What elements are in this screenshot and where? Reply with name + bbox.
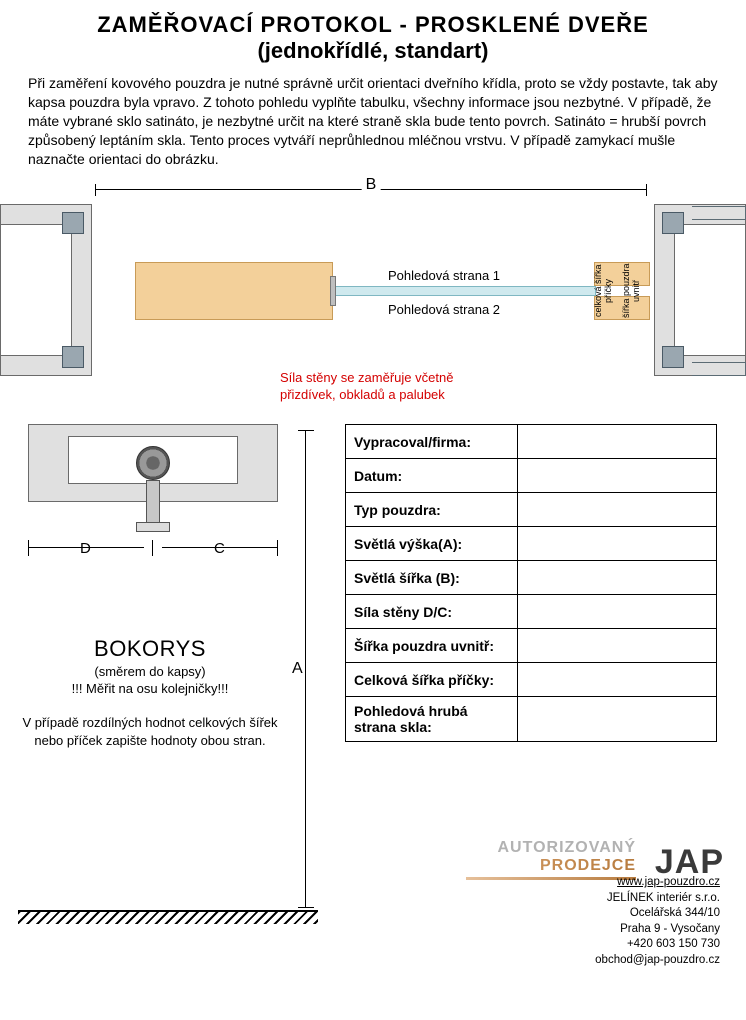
lower-section: D C BOKORYS (směrem do kapsy) !!! Měřit … (0, 406, 746, 986)
table-value-5[interactable] (518, 595, 717, 629)
dimension-a: A (296, 430, 316, 908)
wall-left-inner (0, 224, 72, 356)
side-label-2: Pohledová strana 2 (388, 302, 500, 317)
red-note-l2: přizdívek, obkladů a palubek (280, 387, 453, 403)
red-note: Síla stěny se zaměřuje včetně přizdívek,… (280, 370, 453, 403)
lug-bottom-left (62, 346, 84, 368)
lug-top-right (662, 212, 684, 234)
auth-line1: AUTORIZOVANÝ (466, 839, 636, 857)
table-label-6: Šířka pouzdra uvnitř: (346, 629, 518, 663)
table-label-8: Pohledová hrubá strana skla: (346, 697, 518, 742)
bokorys-sub: (směrem do kapsy) (20, 664, 280, 679)
footer-street: Ocelářská 344/10 (595, 906, 720, 922)
table-value-8[interactable] (518, 697, 717, 742)
page-title: ZAMĚŘOVACÍ PROTOKOL - PROSKLENÉ DVEŘE (0, 0, 746, 38)
hook-bottom (692, 362, 746, 376)
dimension-d-label: D (80, 540, 91, 557)
glass-panel (333, 286, 596, 296)
authorized-badge: AUTORIZOVANÝ PRODEJCE (466, 839, 636, 880)
dimension-dc: D C (28, 536, 278, 562)
table-label-7: Celková šířka příčky: (346, 663, 518, 697)
footer-company: JELÍNEK interiér s.r.o. (595, 891, 720, 907)
auth-line2: PRODEJCE (466, 857, 636, 875)
intro-paragraph: Při zaměření kovového pouzdra je nutné s… (0, 70, 746, 176)
top-diagram: B Pohledová strana 1 Pohledová strana 2 … (0, 176, 746, 406)
table-value-2[interactable] (518, 493, 717, 527)
right-annotation: celková šířka příčky šířka pouzdra uvnit… (588, 262, 648, 320)
dimension-a-label: A (292, 658, 303, 680)
footer-email: obchod@jap-pouzdro.cz (595, 953, 720, 969)
table-label-2: Typ pouzdra: (346, 493, 518, 527)
table-label-0: Vypracoval/firma: (346, 425, 518, 459)
table-label-1: Datum: (346, 459, 518, 493)
wall-right-inner (674, 224, 746, 356)
lug-bottom-right (662, 346, 684, 368)
table-label-5: Síla stěny D/C: (346, 595, 518, 629)
table-label-4: Světlá šířka (B): (346, 561, 518, 595)
table-value-4[interactable] (518, 561, 717, 595)
footer-url: www.jap-pouzdro.cz (595, 875, 720, 891)
hanger-foot (136, 522, 170, 532)
pocket-left (135, 262, 333, 320)
rail-section-diagram (28, 424, 278, 544)
hook-top (692, 206, 746, 220)
table-value-3[interactable] (518, 527, 717, 561)
dimension-c-label: C (214, 540, 225, 557)
table-label-3: Světlá výška(A): (346, 527, 518, 561)
table-value-1[interactable] (518, 459, 717, 493)
lug-top-left (62, 212, 84, 234)
footer-phone: +420 603 150 730 (595, 937, 720, 953)
table-value-6[interactable] (518, 629, 717, 663)
footer-city: Praha 9 - Vysočany (595, 922, 720, 938)
dimension-b: B (95, 184, 647, 196)
dimension-b-label: B (362, 176, 381, 194)
bokorys-block: BOKORYS (směrem do kapsy) !!! Měřit na o… (20, 636, 280, 749)
red-note-l1: Síla stěny se zaměřuje včetně (280, 370, 453, 386)
bokorys-title: BOKORYS (20, 636, 280, 662)
bokorys-warn: !!! Měřit na osu kolejničky!!! (20, 681, 280, 696)
bokorys-para: V případě rozdílných hodnot celkových ší… (20, 714, 280, 749)
annot-inner-width: šířka pouzdra uvnitř (618, 262, 644, 320)
floor-hatch (18, 910, 318, 924)
side-label-1: Pohledová strana 1 (388, 268, 500, 283)
annot-total-width: celková šířka příčky (590, 262, 616, 320)
info-table: Vypracoval/firma: Datum: Typ pouzdra: Sv… (345, 424, 717, 742)
table-value-7[interactable] (518, 663, 717, 697)
page-subtitle: (jednokřídlé, standart) (0, 38, 746, 70)
footer-contact: www.jap-pouzdro.cz JELÍNEK interiér s.r.… (595, 875, 720, 968)
table-value-0[interactable] (518, 425, 717, 459)
glass-cap (330, 276, 336, 306)
hanger-bolt (146, 480, 160, 524)
